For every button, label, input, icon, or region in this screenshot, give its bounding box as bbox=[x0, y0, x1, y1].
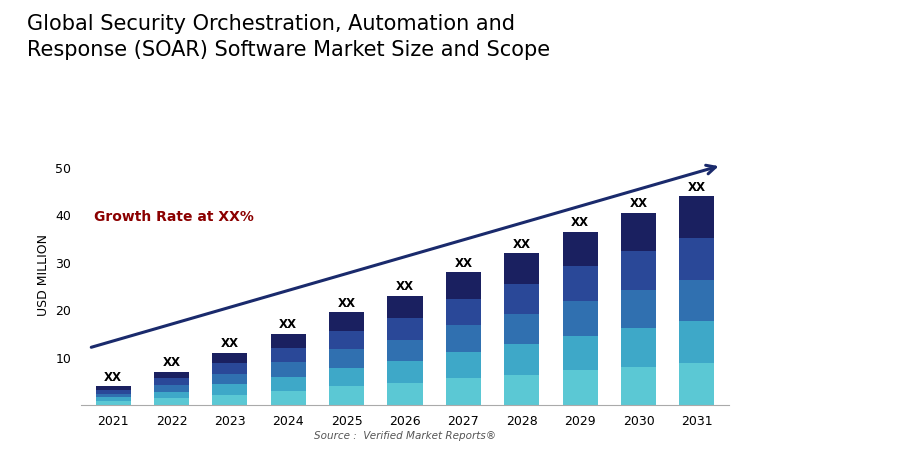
Bar bbox=[446, 378, 481, 405]
Bar bbox=[680, 196, 715, 238]
Bar bbox=[562, 301, 598, 336]
Bar bbox=[446, 272, 481, 299]
Bar bbox=[504, 314, 539, 344]
Bar bbox=[388, 318, 422, 339]
Bar bbox=[154, 378, 189, 385]
Bar bbox=[154, 398, 189, 405]
Y-axis label: USD MILLION: USD MILLION bbox=[37, 234, 50, 315]
Bar bbox=[212, 384, 248, 395]
Bar bbox=[95, 397, 130, 401]
Text: XX: XX bbox=[279, 319, 297, 332]
Bar bbox=[562, 232, 598, 266]
Bar bbox=[154, 385, 189, 392]
Bar bbox=[504, 253, 539, 284]
Bar bbox=[680, 238, 715, 280]
Bar bbox=[388, 383, 422, 405]
Bar bbox=[271, 391, 306, 405]
Bar bbox=[504, 375, 539, 405]
Bar bbox=[680, 280, 715, 321]
Bar bbox=[388, 296, 422, 318]
Text: XX: XX bbox=[104, 371, 122, 384]
Text: XX: XX bbox=[163, 356, 181, 369]
Text: XX: XX bbox=[396, 280, 414, 293]
Bar bbox=[329, 312, 364, 331]
Bar bbox=[504, 344, 539, 375]
Bar bbox=[388, 361, 422, 383]
Bar bbox=[446, 299, 481, 325]
Bar bbox=[621, 367, 656, 405]
Bar bbox=[680, 321, 715, 363]
Bar bbox=[329, 331, 364, 350]
Bar bbox=[621, 290, 656, 328]
Text: Growth Rate at XX%: Growth Rate at XX% bbox=[94, 210, 254, 224]
Text: XX: XX bbox=[513, 238, 531, 251]
Text: XX: XX bbox=[220, 338, 238, 351]
Text: XX: XX bbox=[454, 257, 472, 270]
Bar bbox=[562, 336, 598, 370]
Bar bbox=[388, 339, 422, 361]
Bar bbox=[329, 350, 364, 368]
Text: XX: XX bbox=[572, 216, 590, 230]
Bar bbox=[562, 370, 598, 405]
Bar bbox=[562, 266, 598, 301]
Bar bbox=[621, 328, 656, 367]
Bar bbox=[95, 394, 130, 397]
Text: Global Security Orchestration, Automation and
Response (SOAR) Software Market Si: Global Security Orchestration, Automatio… bbox=[27, 14, 550, 60]
Bar bbox=[95, 390, 130, 394]
Bar bbox=[504, 284, 539, 314]
Bar bbox=[621, 251, 656, 290]
Bar bbox=[212, 374, 248, 384]
Bar bbox=[271, 334, 306, 348]
Text: XX: XX bbox=[629, 198, 647, 211]
Text: Source :  Verified Market Reports®: Source : Verified Market Reports® bbox=[314, 431, 496, 441]
Bar bbox=[621, 213, 656, 251]
Bar bbox=[446, 325, 481, 352]
Bar bbox=[212, 395, 248, 405]
Bar bbox=[446, 352, 481, 378]
Bar bbox=[271, 377, 306, 391]
Bar bbox=[154, 372, 189, 378]
Bar bbox=[271, 348, 306, 362]
Bar bbox=[271, 362, 306, 377]
Bar bbox=[329, 368, 364, 387]
Text: XX: XX bbox=[688, 181, 706, 194]
Bar bbox=[329, 387, 364, 405]
Bar bbox=[95, 401, 130, 405]
Bar bbox=[154, 392, 189, 398]
Bar bbox=[95, 386, 130, 390]
Text: XX: XX bbox=[338, 297, 356, 310]
Bar bbox=[212, 363, 248, 374]
Bar bbox=[212, 353, 248, 363]
Bar bbox=[680, 363, 715, 405]
